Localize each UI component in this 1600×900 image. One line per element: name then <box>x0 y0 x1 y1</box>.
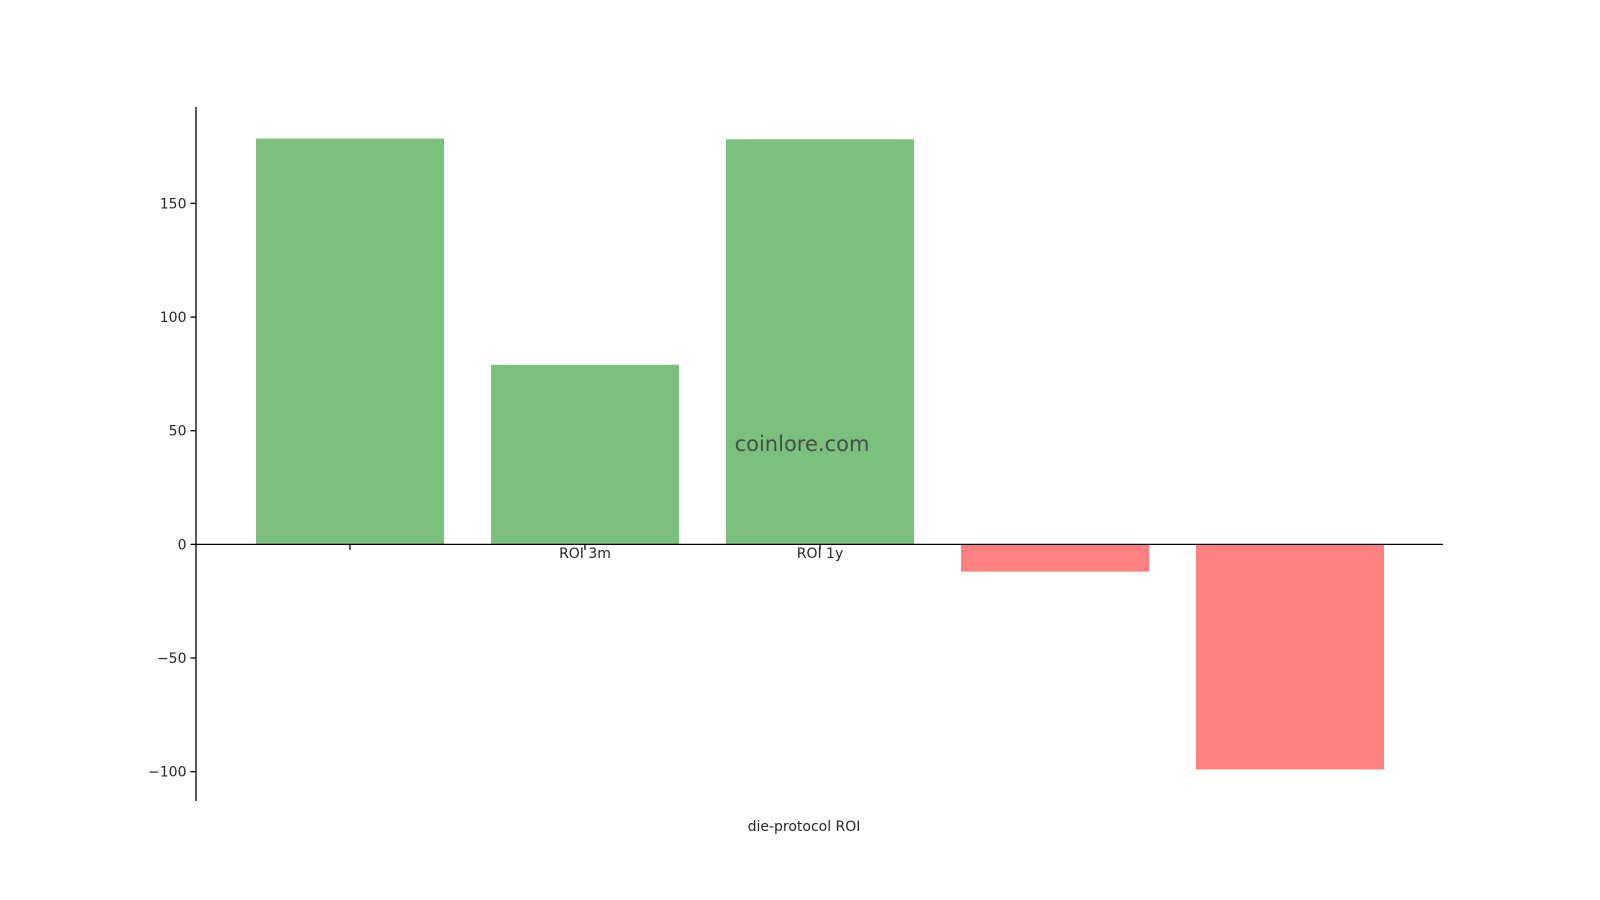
y-tick-label: −50 <box>157 651 187 667</box>
y-tick-label: 150 <box>160 196 187 212</box>
bars-layer <box>256 138 1384 770</box>
y-tick-label: 100 <box>160 310 187 326</box>
ticks-layer: 150 100 50 0 −50 −100 ROI 3m ROI 1y <box>148 196 843 780</box>
y-tick-label: −100 <box>148 765 186 781</box>
x-tick-label: ROI 1y <box>797 546 844 562</box>
bar-roi-3m <box>491 364 679 545</box>
bar-unlabeled-4 <box>1196 544 1384 770</box>
bar-unlabeled-3 <box>961 544 1149 572</box>
y-tick-label: 0 <box>178 537 187 553</box>
x-tick-label: ROI 3m <box>559 546 611 562</box>
bar-unlabeled-0 <box>256 138 444 545</box>
bar-roi-1y <box>726 139 914 545</box>
y-tick-label: 50 <box>169 424 187 440</box>
x-axis-title: die-protocol ROI <box>748 819 861 835</box>
watermark-text: coinlore.com <box>735 432 870 456</box>
